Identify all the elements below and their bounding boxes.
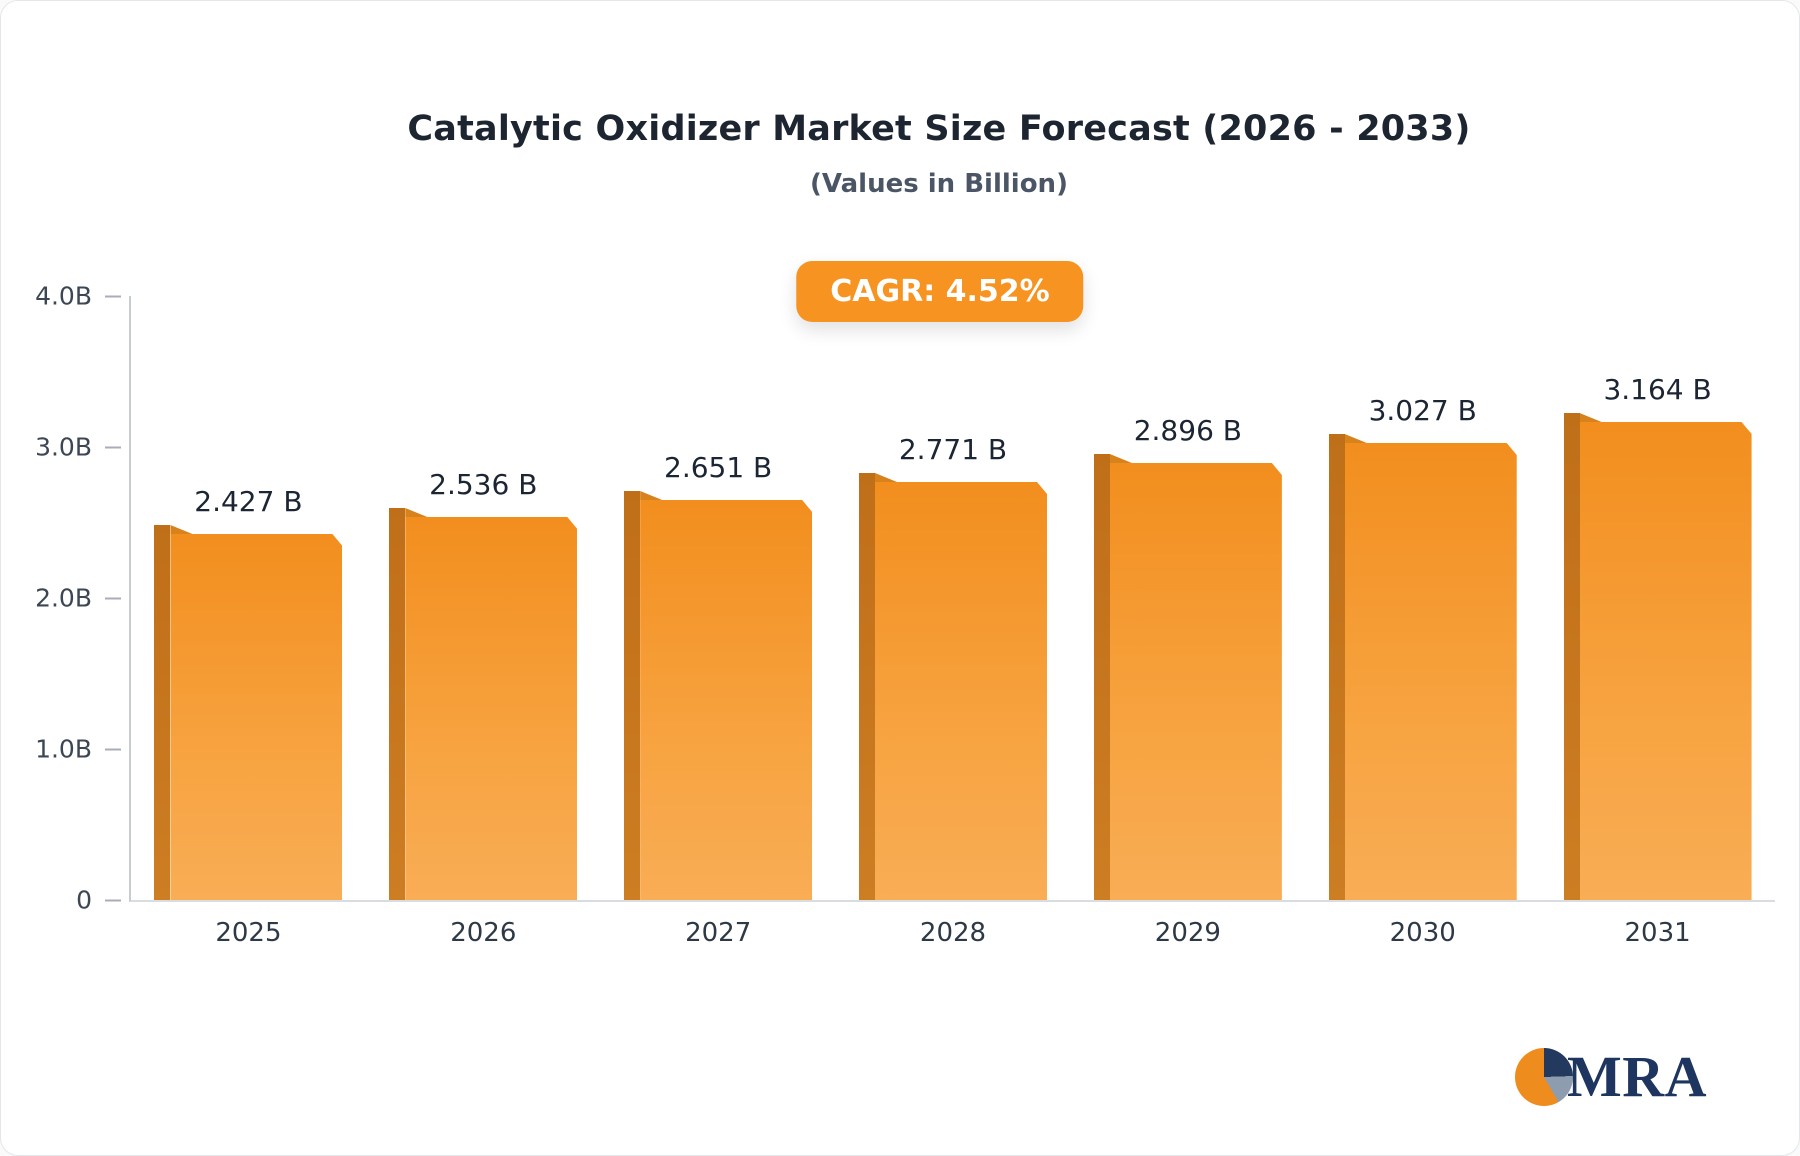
y-tick: 3.0B <box>35 433 121 462</box>
bar-slot: 2.536 B <box>366 468 601 900</box>
bar-front-face <box>640 500 812 900</box>
x-axis-label: 2030 <box>1389 918 1456 948</box>
bar-slot: 2.896 B <box>1070 414 1305 900</box>
x-axis-label: 2027 <box>685 918 752 948</box>
chart-title: Catalytic Oxidizer Market Size Forecast … <box>407 109 1471 149</box>
bar-front-face <box>1345 443 1517 900</box>
bar-top-face <box>1109 454 1132 463</box>
bar <box>154 525 342 900</box>
bar <box>1328 434 1517 900</box>
bar-top-face <box>640 491 663 500</box>
bar-slot: 3.027 B <box>1305 394 1540 900</box>
bar-front-face <box>1110 463 1282 900</box>
y-tick-label: 0 <box>76 885 92 915</box>
x-axis-label: 2029 <box>1154 918 1221 948</box>
y-tick-label: 4.0B <box>35 281 92 311</box>
bar <box>624 491 812 900</box>
bars-container: 2.427 B 2.536 B 2.651 B 2.771 B 2.896 B 3.027… <box>131 296 1775 900</box>
y-tick-label: 3.0B <box>35 432 92 462</box>
x-axis-label: 2028 <box>919 918 987 948</box>
y-tick-label: 1.0B <box>35 734 92 764</box>
bar-side-face <box>624 491 641 900</box>
bar-side-face <box>859 473 875 900</box>
y-tick: 2.0B <box>35 584 121 613</box>
bar-value-label: 2.427 B <box>194 485 303 518</box>
y-tick-mark <box>105 295 121 297</box>
bar-value-label: 2.536 B <box>429 468 538 501</box>
pie-logo-icon <box>1514 1047 1573 1106</box>
bar-side-face <box>1328 434 1345 900</box>
bar-value-label: 2.651 B <box>664 451 773 484</box>
y-tick-label: 2.0B <box>35 583 92 613</box>
y-tick-mark <box>105 446 121 448</box>
bar-top-face <box>405 508 428 517</box>
y-tick: 4.0B <box>35 282 121 311</box>
bar-side-face <box>1563 413 1580 900</box>
bar-value-label: 3.027 B <box>1368 394 1477 427</box>
bar-side-face <box>389 508 406 900</box>
bar-side-face <box>1093 454 1110 900</box>
bar-top-face <box>875 473 897 482</box>
bar-top-face <box>1344 434 1367 443</box>
bar <box>1563 413 1752 900</box>
bar-slot: 2.771 B <box>836 433 1071 900</box>
chart-subtitle: (Values in Billion) <box>810 169 1068 199</box>
bar-front-face <box>1580 422 1752 900</box>
y-tick: 1.0B <box>35 735 121 764</box>
y-tick-mark <box>105 748 121 750</box>
y-tick-mark <box>105 597 121 599</box>
x-axis-label: 2026 <box>450 918 517 948</box>
bar-value-label: 3.164 B <box>1603 373 1712 406</box>
brand-logo: MRA <box>1514 1043 1707 1110</box>
bar-slot: 3.164 B <box>1540 373 1775 900</box>
bar <box>389 508 577 900</box>
bar <box>859 473 1047 900</box>
bar-value-label: 2.896 B <box>1133 414 1242 447</box>
bar-slot: 2.651 B <box>601 451 836 900</box>
bar-front-face <box>405 517 577 900</box>
bar <box>1093 454 1282 900</box>
y-tick: 0 <box>76 886 121 915</box>
bar-value-label: 2.771 B <box>898 433 1008 466</box>
x-axis-label: 2031 <box>1624 918 1691 948</box>
bar-front-face <box>170 534 342 900</box>
bar-front-face <box>875 482 1047 900</box>
cagr-badge: CAGR: 4.52% <box>796 261 1084 322</box>
bar-slot: 2.427 B <box>131 485 366 900</box>
brand-logo-text: MRA <box>1566 1044 1707 1109</box>
bar-side-face <box>154 525 171 900</box>
x-axis-label: 2025 <box>215 918 282 948</box>
y-tick-mark <box>105 899 121 901</box>
bar-top-face <box>170 525 193 534</box>
bar-top-face <box>1579 413 1602 422</box>
x-axis-labels: 2025 2026 2027 2028 2029 2030 2031 <box>131 918 1775 948</box>
